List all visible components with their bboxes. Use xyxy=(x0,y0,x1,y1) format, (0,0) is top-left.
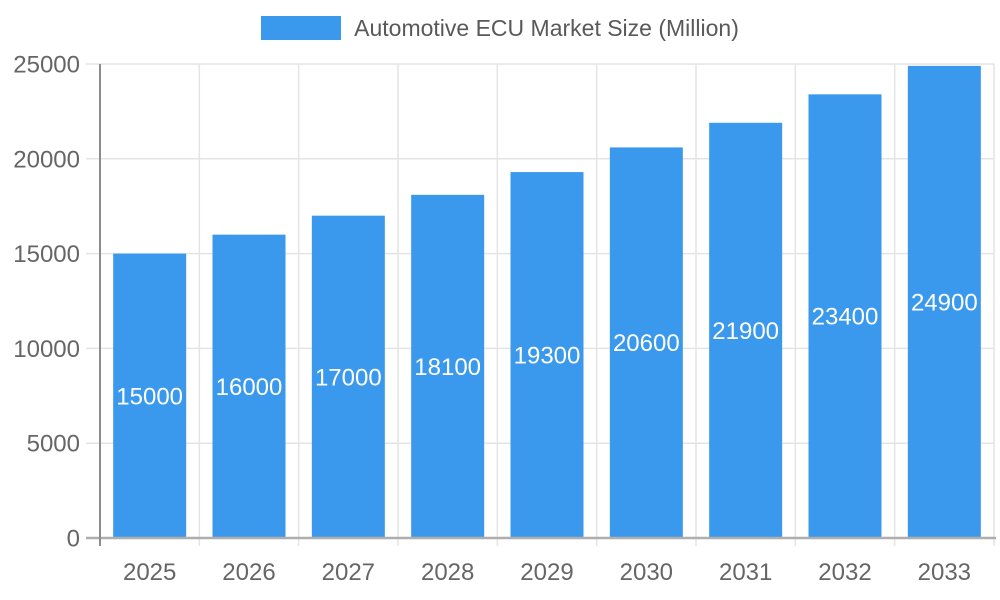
legend-label: Automotive ECU Market Size (Million) xyxy=(354,15,739,41)
x-tick-label: 2030 xyxy=(620,559,673,586)
y-tick-label: 25000 xyxy=(13,52,80,79)
bar-value-label: 15000 xyxy=(116,383,183,410)
bar-value-label: 16000 xyxy=(216,374,283,401)
bar xyxy=(510,172,584,538)
bar-value-label: 17000 xyxy=(315,364,382,391)
bar xyxy=(411,194,485,538)
bar xyxy=(311,215,385,538)
x-tick-label: 2033 xyxy=(918,559,971,586)
x-tick-label: 2029 xyxy=(520,559,573,586)
y-tick-label: 5000 xyxy=(27,431,80,458)
bar-value-label: 21900 xyxy=(712,318,779,345)
bar-value-label: 23400 xyxy=(812,304,879,331)
chart-legend[interactable]: Automotive ECU Market Size (Million) xyxy=(0,16,1000,40)
bar xyxy=(212,234,286,538)
bar xyxy=(709,122,783,538)
bar xyxy=(808,94,882,538)
x-tick-label: 2025 xyxy=(123,559,176,586)
bar xyxy=(113,253,187,538)
bar xyxy=(907,65,981,539)
bar-value-label: 24900 xyxy=(911,289,978,316)
x-tick-label: 2032 xyxy=(818,559,871,586)
x-tick-label: 2026 xyxy=(222,559,275,586)
y-tick-label: 15000 xyxy=(13,241,80,268)
bar-value-label: 19300 xyxy=(514,343,581,370)
x-tick-label: 2031 xyxy=(719,559,772,586)
x-tick-label: 2028 xyxy=(421,559,474,586)
y-tick-label: 10000 xyxy=(13,336,80,363)
bar xyxy=(609,147,683,538)
y-tick-label: 0 xyxy=(67,526,80,553)
legend-swatch xyxy=(261,16,342,40)
bar-value-label: 20600 xyxy=(613,330,680,357)
x-tick-label: 2027 xyxy=(322,559,375,586)
bar-value-label: 18100 xyxy=(414,354,481,381)
y-tick-label: 20000 xyxy=(13,146,80,173)
